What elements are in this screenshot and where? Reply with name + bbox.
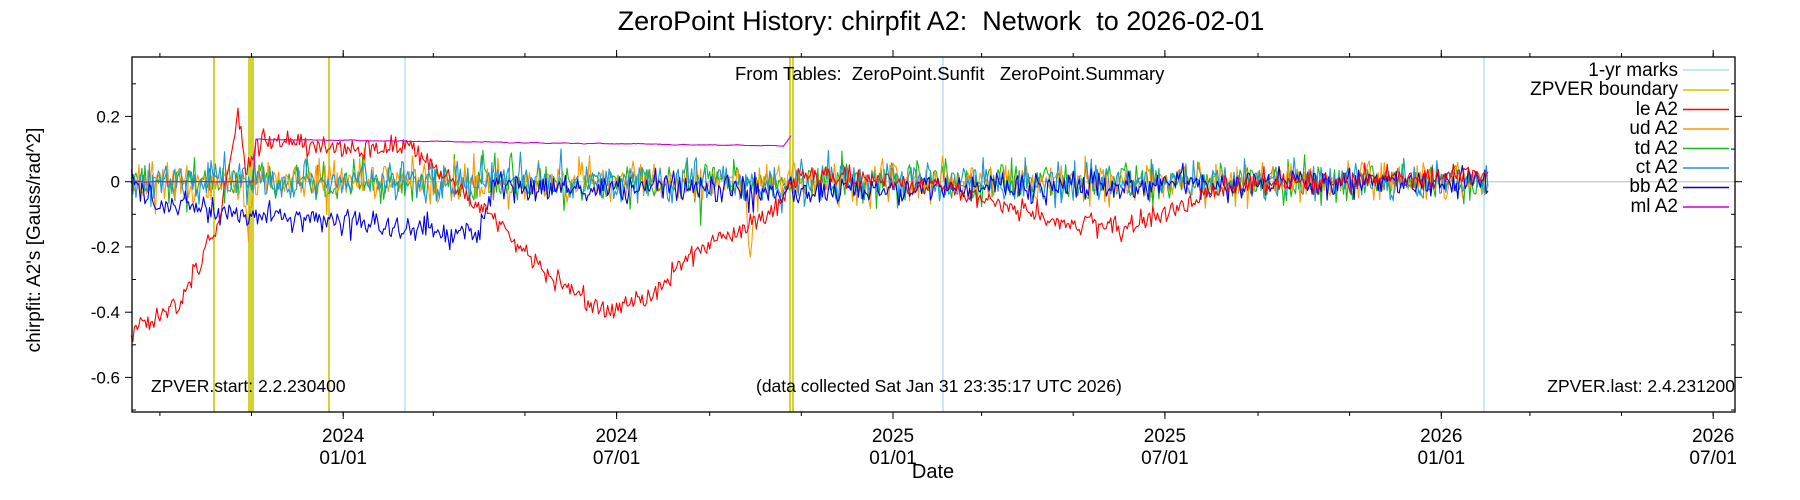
svg-text:0.2: 0.2	[96, 107, 120, 126]
svg-text:ZPVER.start: 2.2.230400: ZPVER.start: 2.2.230400	[151, 376, 346, 396]
svg-text:0: 0	[111, 173, 120, 192]
svg-text:2026: 2026	[1420, 426, 1462, 447]
svg-text:From Tables: ZeroPoint.Sunfit: From Tables: ZeroPoint.Sunfit ZeroPoint.…	[735, 63, 1165, 84]
svg-text:chirpfit: A2's [Gauss/rad^2]: chirpfit: A2's [Gauss/rad^2]	[24, 128, 45, 353]
svg-text:(data collected Sat Jan 31 23:: (data collected Sat Jan 31 23:35:17 UTC …	[756, 376, 1122, 396]
svg-text:ZPVER boundary: ZPVER boundary	[1530, 79, 1678, 100]
svg-text:2025: 2025	[1144, 426, 1186, 447]
svg-text:07/01: 07/01	[1689, 448, 1737, 469]
svg-text:2024: 2024	[595, 426, 638, 447]
svg-text:le A2: le A2	[1636, 99, 1678, 120]
svg-text:2026: 2026	[1692, 426, 1734, 447]
svg-text:ZeroPoint History: chirpfit A2: ZeroPoint History: chirpfit A2: Network …	[618, 6, 1265, 36]
svg-text:01/01: 01/01	[319, 448, 367, 469]
svg-text:01/01: 01/01	[1418, 448, 1466, 469]
svg-text:01/01: 01/01	[869, 448, 917, 469]
svg-text:bb A2: bb A2	[1629, 176, 1678, 197]
svg-text:-0.4: -0.4	[91, 303, 120, 322]
svg-text:ct A2: ct A2	[1636, 157, 1678, 178]
svg-text:Date: Date	[912, 461, 954, 483]
svg-text:2024: 2024	[322, 426, 365, 447]
svg-text:2025: 2025	[872, 426, 914, 447]
svg-text:td A2: td A2	[1635, 138, 1678, 159]
svg-text:1-yr marks: 1-yr marks	[1588, 60, 1678, 81]
svg-text:ud A2: ud A2	[1629, 118, 1678, 139]
svg-text:ZPVER.last: 2.4.231200: ZPVER.last: 2.4.231200	[1547, 376, 1735, 396]
svg-text:-0.6: -0.6	[91, 368, 120, 387]
svg-text:07/01: 07/01	[1141, 448, 1189, 469]
svg-text:07/01: 07/01	[593, 448, 641, 469]
svg-text:ml A2: ml A2	[1630, 196, 1678, 217]
svg-text:-0.2: -0.2	[91, 238, 120, 257]
